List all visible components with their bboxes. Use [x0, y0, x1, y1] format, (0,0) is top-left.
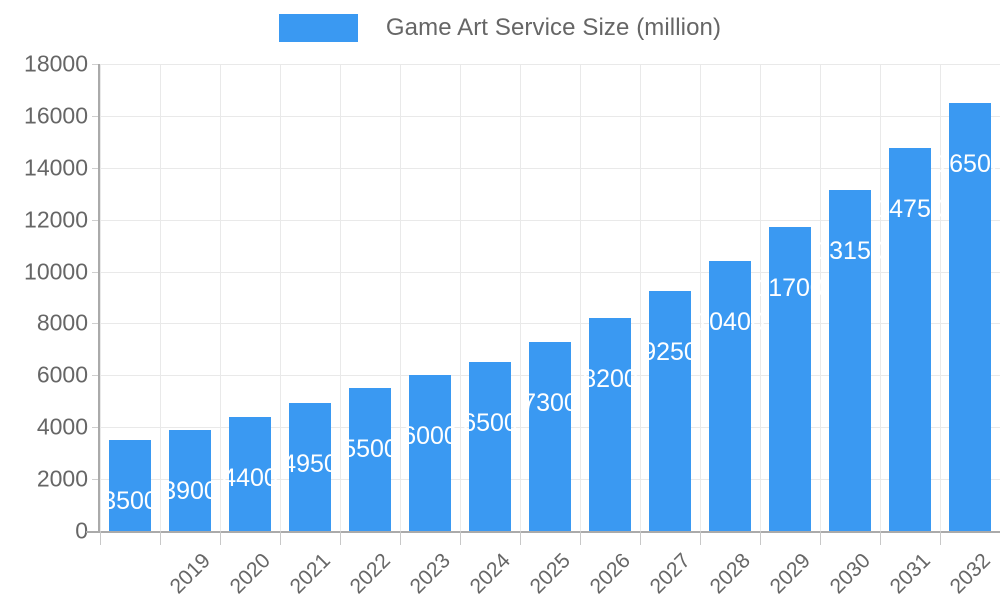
x-axis-tick-label: 2025 [525, 549, 575, 599]
gridline-horizontal [100, 323, 1000, 325]
x-axis-tick-mark [400, 531, 401, 545]
y-axis-tick-label: 4000 [36, 413, 88, 440]
bar[interactable] [529, 341, 571, 531]
y-axis-tick-label: 2000 [36, 465, 88, 492]
bar[interactable] [109, 440, 151, 531]
gridline-horizontal [100, 64, 1000, 65]
x-axis-tick-label: 2020 [225, 549, 275, 599]
chart-legend: Game Art Service Size (million) [0, 0, 1000, 56]
bar[interactable] [229, 416, 271, 531]
x-axis-tick-label: 2026 [585, 549, 635, 599]
y-axis-tick-mark [92, 167, 100, 169]
gridline-vertical [520, 64, 521, 531]
x-axis-tick-label: 2031 [885, 549, 935, 599]
y-axis-tick-label: 10000 [24, 258, 88, 285]
x-axis-tick-label: 2027 [645, 549, 695, 599]
y-axis-tick-mark [92, 427, 100, 429]
legend-item-game-art-service-size[interactable]: Game Art Service Size (million) [278, 14, 722, 42]
y-axis-tick-mark [92, 323, 100, 325]
x-axis-tick-mark [160, 531, 161, 545]
bar[interactable] [649, 291, 691, 531]
gridline-vertical [160, 64, 161, 531]
gridline-vertical [220, 64, 221, 531]
x-axis-tick-mark [340, 531, 341, 545]
x-axis-tick-mark [220, 531, 221, 545]
gridline-horizontal [100, 219, 1000, 221]
x-axis-tick-label: 2030 [825, 549, 875, 599]
x-axis-line [86, 531, 1000, 533]
x-axis-tick-mark [940, 531, 941, 545]
gridline-vertical [640, 64, 641, 531]
bar[interactable] [769, 227, 811, 531]
gridline-vertical [760, 64, 761, 531]
bar[interactable] [409, 375, 451, 531]
bar[interactable] [589, 318, 631, 531]
y-axis-line [98, 64, 100, 532]
y-axis-tick-mark [92, 115, 100, 117]
legend-label: Game Art Service Size (million) [385, 14, 722, 41]
y-axis-tick-label: 18000 [24, 50, 88, 77]
x-axis-tick-mark [640, 531, 641, 545]
bar[interactable] [289, 402, 331, 531]
gridline-vertical [100, 64, 101, 531]
gridline-horizontal [100, 271, 1000, 273]
y-axis-tick-label: 16000 [24, 102, 88, 129]
gridline-vertical [940, 64, 941, 531]
x-axis-tick-mark [880, 531, 881, 545]
gridline-horizontal [100, 167, 1000, 169]
bar[interactable] [889, 148, 931, 531]
x-axis-tick-mark [280, 531, 281, 545]
y-axis-tick-label: 6000 [36, 361, 88, 388]
x-axis-tick-label: 2032 [945, 549, 995, 599]
y-axis-tick-label: 14000 [24, 154, 88, 181]
bar[interactable] [829, 189, 871, 531]
bar[interactable] [349, 388, 391, 531]
x-axis-tick-mark [760, 531, 761, 545]
y-axis-tick-mark [92, 64, 100, 65]
y-axis-tick-mark [92, 271, 100, 273]
gridline-vertical [340, 64, 341, 531]
x-axis-tick-label: 2023 [405, 549, 455, 599]
x-axis-tick-mark [820, 531, 821, 545]
gridline-vertical [880, 64, 881, 531]
x-axis-tick-label: 2022 [345, 549, 395, 599]
x-axis-tick-mark [520, 531, 521, 545]
y-axis-tick-mark [92, 219, 100, 221]
y-axis-tick-label: 0 [75, 517, 88, 544]
x-axis-tick-label: 2024 [465, 549, 515, 599]
y-axis-tick-label: 12000 [24, 206, 88, 233]
legend-color-swatch-icon [278, 14, 358, 42]
y-axis-tick-mark [92, 375, 100, 377]
bar[interactable] [169, 429, 211, 531]
gridline-vertical [460, 64, 461, 531]
y-axis-tick-mark [92, 479, 100, 481]
gridline-vertical [580, 64, 581, 531]
x-axis-tick-label: 2021 [285, 549, 335, 599]
bar[interactable] [709, 261, 751, 531]
x-axis-tick-mark [100, 531, 101, 545]
x-axis-tick-mark [580, 531, 581, 545]
bar[interactable] [949, 102, 991, 531]
x-axis-tick-label: 2029 [765, 549, 815, 599]
bar[interactable] [469, 362, 511, 531]
gridline-vertical [820, 64, 821, 531]
y-axis-tick-label: 8000 [36, 309, 88, 336]
gridline-vertical [700, 64, 701, 531]
x-axis-tick-mark [460, 531, 461, 545]
gridline-vertical [280, 64, 281, 531]
x-axis-tick-label: 2019 [165, 549, 215, 599]
x-axis-tick-mark [700, 531, 701, 545]
gridline-vertical [400, 64, 401, 531]
gridline-horizontal [100, 115, 1000, 117]
x-axis-tick-label: 2028 [705, 549, 755, 599]
